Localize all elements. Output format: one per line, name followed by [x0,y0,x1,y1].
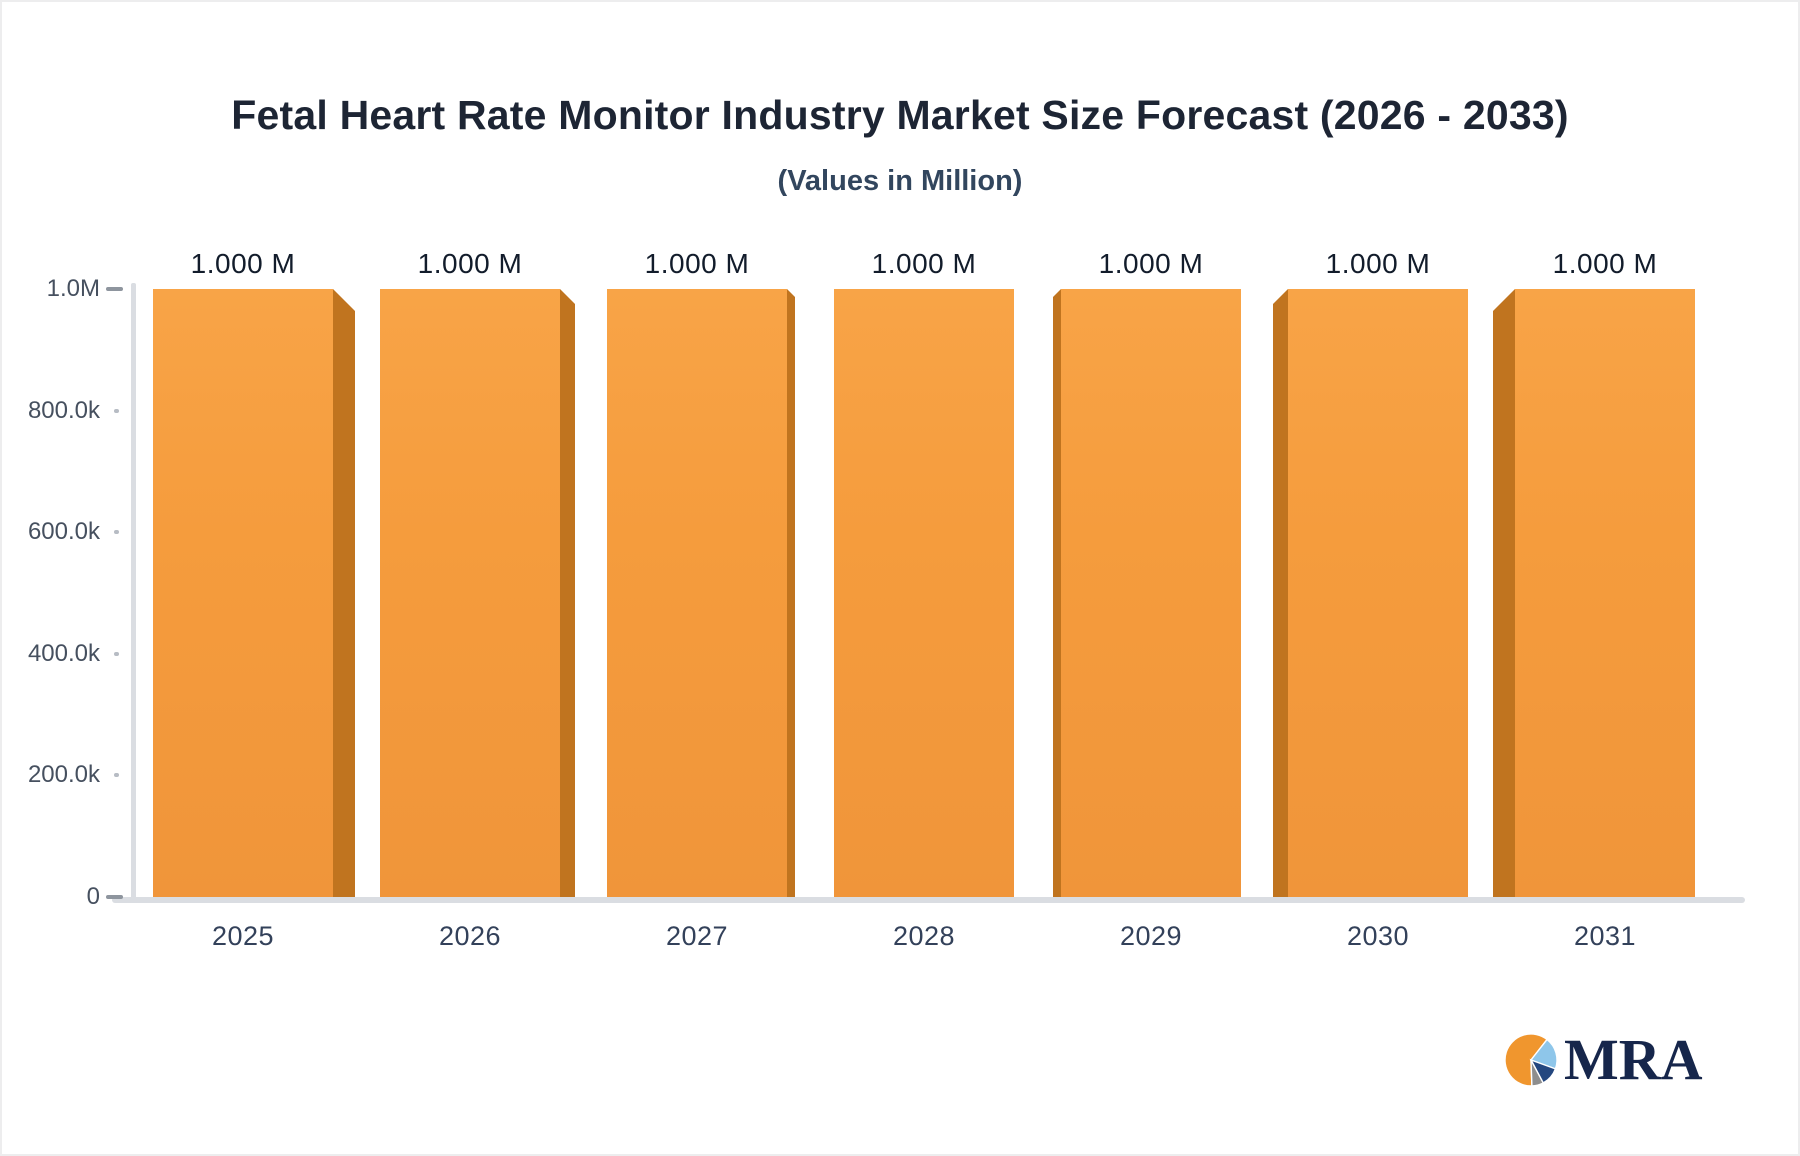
mra-logo: MRA [1502,1031,1703,1089]
bar-value-label: 1.000 M [871,248,977,279]
mra-pie-icon [1504,1033,1558,1087]
mra-logo-text: MRA [1564,1027,1703,1092]
x-axis-label-2030: 2030 [1346,921,1410,951]
y-axis-tick-label: 800.0k [27,396,100,424]
bar-value-label: 1.000 M [1325,248,1431,279]
bar-value-label: 1.000 M [1552,248,1658,279]
x-axis-label-2031: 2031 [1573,921,1637,951]
x-axis-label-2028: 2028 [892,921,956,951]
y-axis-tick-label: 200.0k [27,761,100,789]
x-axis-label-2027: 2027 [665,921,729,951]
bar-2030[interactable] [1288,289,1468,897]
bar-side-face [787,289,795,897]
x-axis-label-2029: 2029 [1119,921,1183,951]
y-axis-tick-mark [106,287,123,291]
bar-side-face [560,289,575,897]
bar-2028[interactable] [834,289,1014,897]
chart-subtitle: (Values in Million) [777,165,1023,197]
y-axis-tick-label: 0 [86,883,100,910]
bar-2026[interactable] [380,289,560,897]
y-axis-tick-label: 1.0M [46,275,100,302]
bar-side-face [1493,289,1515,897]
y-axis-tick-mark [114,530,119,535]
bar-value-label: 1.000 M [644,248,750,279]
y-axis-tick-mark [114,773,119,778]
bar-2025[interactable] [153,289,333,897]
bar-2029[interactable] [1061,289,1241,897]
bar-side-face [1053,289,1061,897]
y-axis-tick-mark [114,408,119,413]
bar-2031[interactable] [1515,289,1695,897]
y-axis-tick-label: 400.0k [27,639,100,667]
bar-side-face [1273,289,1288,897]
bar-value-label: 1.000 M [1098,248,1204,279]
y-axis-tick-mark [106,895,123,899]
y-axis-tick-label: 600.0k [27,518,100,546]
x-axis-label-2026: 2026 [438,921,502,951]
y-axis-line [131,283,136,903]
bar-value-label: 1.000 M [190,248,296,279]
bar-side-face [333,289,355,897]
bar-2027[interactable] [607,289,787,897]
y-axis-tick-mark [114,651,119,656]
x-axis-label-2025: 2025 [211,921,275,951]
chart-title: Fetal Heart Rate Monitor Industry Market… [231,92,1569,138]
x-axis-line [112,897,1745,903]
bar-value-label: 1.000 M [417,248,523,279]
